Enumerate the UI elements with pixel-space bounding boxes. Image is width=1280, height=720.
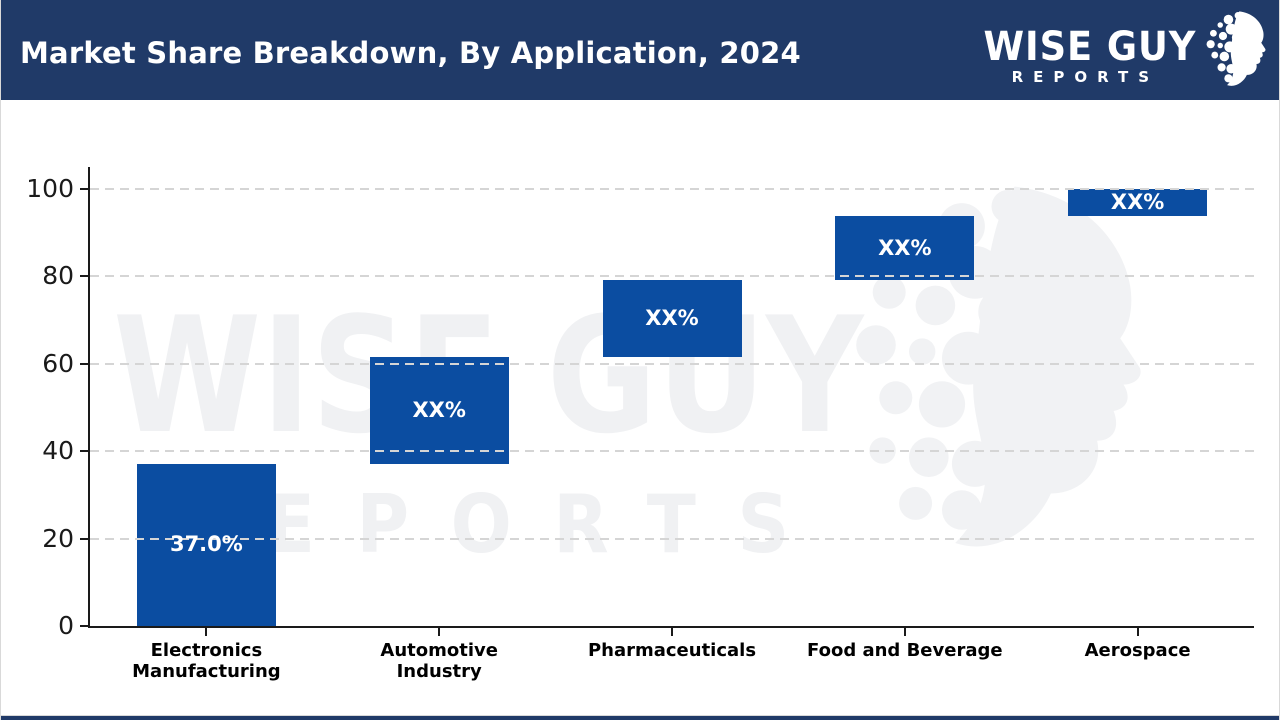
y-axis-tick-label: 60 — [42, 348, 74, 378]
header-banner: Market Share Breakdown, By Application, … — [1, 0, 1279, 100]
gridline — [90, 362, 1254, 365]
y-axis-tick — [80, 537, 88, 540]
bar-2 — [369, 356, 509, 465]
y-axis-tick-label: 0 — [58, 611, 74, 640]
y-axis-tick — [80, 275, 88, 278]
category-label: Aerospace — [1084, 640, 1191, 661]
x-axis-tick — [903, 628, 906, 636]
logo-wordmark: WISE GUY — [983, 24, 1196, 70]
gridline — [90, 537, 1254, 540]
y-axis-tick — [80, 450, 88, 453]
footer-bar — [1, 716, 1279, 720]
x-axis-tick — [1136, 628, 1139, 636]
bar-value-label: XX% — [645, 306, 699, 331]
bar-4 — [835, 216, 975, 281]
gridline — [90, 275, 1254, 278]
category-label: Electronics Manufacturing — [132, 640, 281, 683]
x-axis-tick — [205, 628, 208, 636]
bar-3 — [602, 280, 742, 357]
bar-value-label: XX% — [412, 397, 466, 422]
logo-subtitle: REPORTS — [1011, 68, 1160, 86]
bar-value-label: 37.0% — [169, 532, 243, 557]
bar-value-label: XX% — [1110, 190, 1165, 214]
y-axis-line — [88, 167, 90, 628]
y-axis-tick-label: 80 — [42, 261, 74, 291]
footer-divider — [1, 715, 1279, 716]
category-label: Pharmaceuticals — [587, 640, 757, 661]
y-axis-tick — [80, 188, 88, 190]
x-axis-line — [88, 626, 1254, 628]
bar-1 — [136, 464, 276, 626]
gridline — [90, 188, 1254, 190]
bar-value-label: XX% — [878, 236, 932, 261]
logo-face-icon — [1206, 11, 1266, 86]
y-axis-tick-label: 100 — [26, 174, 74, 203]
x-axis-tick — [671, 628, 673, 636]
category-label: Automotive Industry — [380, 640, 498, 683]
gridline — [90, 450, 1254, 453]
y-axis-tick-label: 40 — [42, 436, 74, 466]
logo-text: WISE GUY REPORTS — [965, 24, 1196, 86]
wise-guy-reports-logo: WISE GUY REPORTS — [983, 8, 1268, 94]
bar-5 — [1068, 189, 1208, 217]
category-label: Food and Beverage — [807, 640, 1003, 661]
y-axis-tick-label: 20 — [42, 523, 74, 553]
x-axis-tick — [438, 628, 441, 636]
y-axis-tick — [80, 362, 88, 365]
y-axis-tick — [80, 625, 88, 627]
chart-title: Market Share Breakdown, By Application, … — [20, 36, 801, 70]
